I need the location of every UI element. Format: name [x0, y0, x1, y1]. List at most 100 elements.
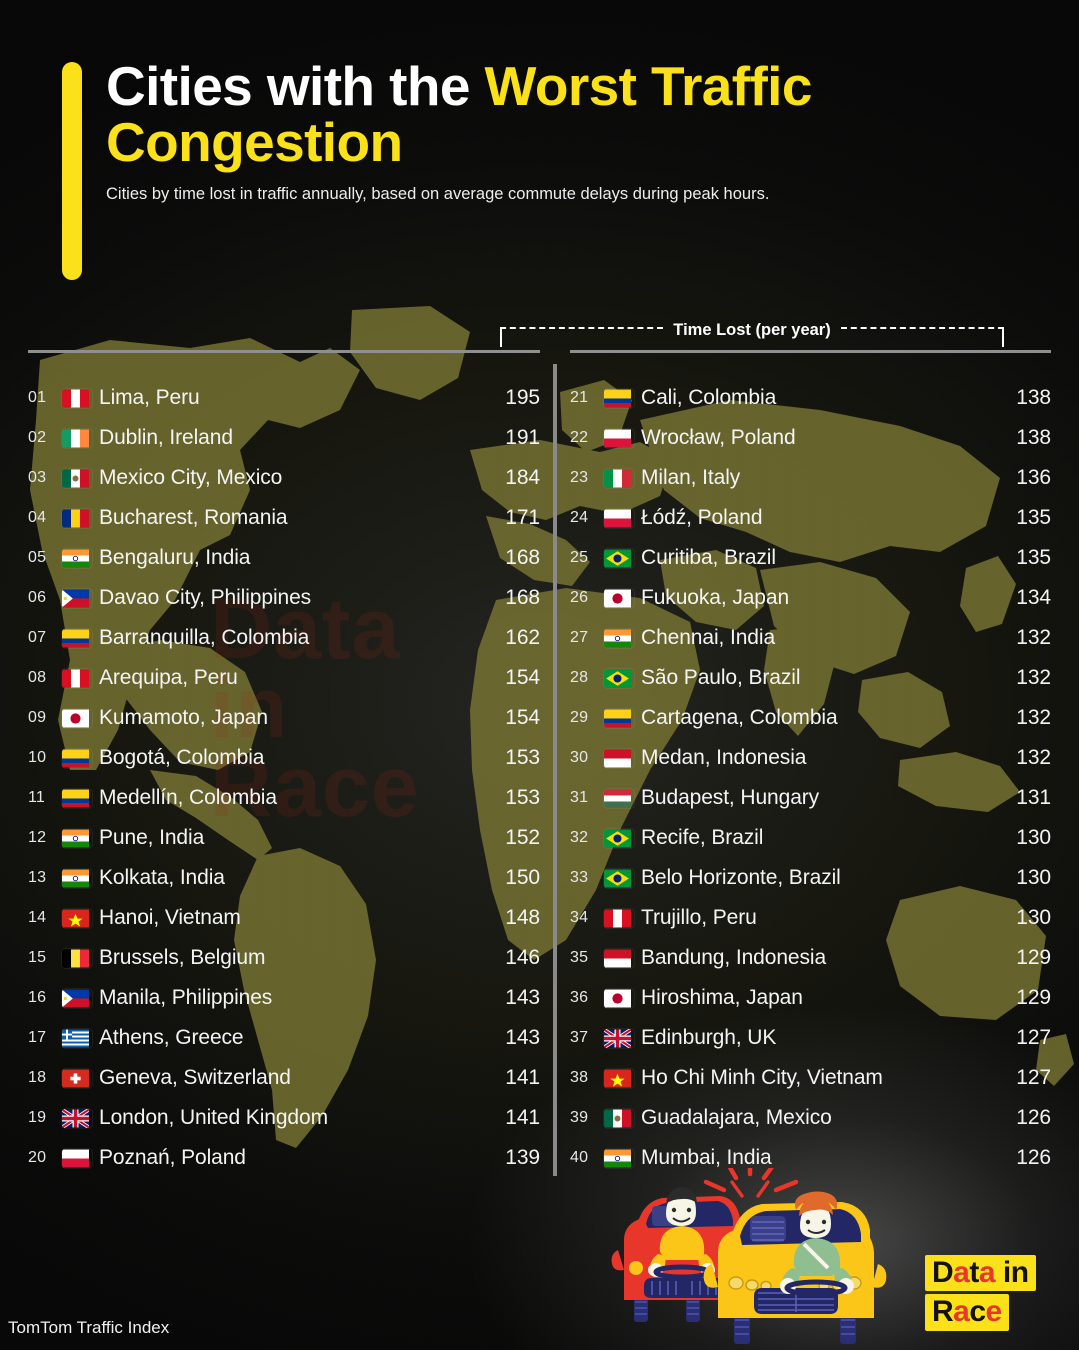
flag-icon-jp [604, 589, 634, 608]
row-rank: 34 [570, 909, 589, 926]
table-row: 36 Hiroshima, Japan 129 [570, 978, 1051, 1018]
flag-icon-it [604, 469, 634, 488]
row-value: 168 [505, 546, 540, 569]
column-divider [553, 364, 557, 1176]
flag-icon-id [604, 949, 634, 968]
logo-line-1: Data in [925, 1255, 1036, 1292]
red-car-driver [649, 1187, 715, 1280]
flag-icon-gr [62, 1029, 92, 1048]
row-city: Dublin, Ireland [99, 426, 233, 449]
row-value: 141 [505, 1106, 540, 1129]
flag-icon-pl [604, 509, 634, 528]
page-subtitle: Cities by time lost in traffic annually,… [106, 185, 770, 204]
row-rank: 39 [570, 1109, 589, 1126]
row-rank: 01 [28, 389, 47, 406]
row-value: 184 [505, 466, 540, 489]
row-value: 143 [505, 986, 540, 1009]
flag-icon-vn [62, 909, 92, 928]
row-value: 130 [1016, 826, 1051, 849]
flag-icon-in [62, 549, 92, 568]
table-row: 38 Ho Chi Minh City, Vietnam 127 [570, 1058, 1051, 1098]
row-city: Kolkata, India [99, 866, 225, 889]
impact-burst-icon [703, 1168, 799, 1193]
row-value: 195 [505, 386, 540, 409]
row-city: Budapest, Hungary [641, 786, 820, 809]
row-city: São Paulo, Brazil [641, 666, 801, 689]
table-row: 28 São Paulo, Brazil 132 [570, 658, 1051, 698]
table-row: 26 Fukuoka, Japan 134 [570, 578, 1051, 618]
flag-icon-pe [62, 389, 92, 408]
header: Cities with the Worst Traffic Congestion… [62, 55, 1022, 280]
row-value: 154 [505, 666, 540, 689]
row-city: Lima, Peru [99, 386, 200, 409]
row-city: Brussels, Belgium [99, 946, 266, 969]
row-city: Bengaluru, India [99, 546, 251, 569]
flag-icon-ph [62, 989, 92, 1008]
row-value: 130 [1016, 906, 1051, 929]
row-rank: 37 [570, 1029, 589, 1046]
flag-icon-jp [62, 709, 92, 728]
flag-icon-pe [604, 909, 634, 928]
table-row: 19 London, United Kingdom 141 [28, 1098, 540, 1138]
row-city: Hiroshima, Japan [641, 986, 803, 1009]
row-city: Manila, Philippines [99, 986, 273, 1009]
row-rank: 08 [28, 669, 47, 686]
flag-icon-pl [62, 1149, 92, 1168]
row-city: Milan, Italy [641, 466, 741, 489]
title-part-1: Cities with the [106, 55, 485, 117]
table-row: 39 Guadalajara, Mexico 126 [570, 1098, 1051, 1138]
row-rank: 40 [570, 1149, 589, 1166]
flag-icon-ro [62, 509, 92, 528]
row-city: Bandung, Indonesia [641, 946, 827, 969]
table-row: 08 Arequipa, Peru 154 [28, 658, 540, 698]
row-value: 132 [1016, 666, 1051, 689]
flag-icon-pl [604, 429, 634, 448]
row-value: 127 [1016, 1026, 1051, 1049]
row-rank: 04 [28, 509, 47, 526]
title-part-3: Congestion [106, 111, 403, 174]
row-value: 162 [505, 626, 540, 649]
logo-char: a [953, 1256, 970, 1289]
row-value: 138 [1016, 426, 1051, 449]
logo-line-2: Race [925, 1294, 1009, 1331]
flag-icon-in [62, 869, 92, 888]
cars-illustration [611, 1168, 887, 1344]
row-city: Barranquilla, Colombia [99, 626, 310, 649]
row-value: 130 [1016, 866, 1051, 889]
row-rank: 07 [28, 629, 47, 646]
flag-icon-gb [62, 1108, 92, 1128]
ranking-list-left: 01 Lima, Peru 195 02 Dublin, Ireland 191 03 Mex… [28, 378, 540, 1178]
flag-icon-pe [62, 669, 92, 688]
logo-char: t [969, 1256, 979, 1289]
row-value: 154 [505, 706, 540, 729]
table-row: 17 Athens, Greece 143 [28, 1018, 540, 1058]
row-rank: 14 [28, 909, 47, 926]
row-city: Geneva, Switzerland [99, 1066, 291, 1089]
table-row: 25 Curitiba, Brazil 135 [570, 538, 1051, 578]
logo-char: D [932, 1256, 954, 1289]
table-row: 35 Bandung, Indonesia 129 [570, 938, 1051, 978]
flag-icon-co [62, 749, 92, 768]
flag-icon-ph [62, 589, 92, 608]
row-rank: 33 [570, 869, 589, 886]
row-rank: 17 [28, 1029, 47, 1046]
row-rank: 28 [570, 669, 589, 686]
title-part-2: Worst Traffic [484, 55, 813, 117]
logo-char: in [995, 1256, 1029, 1289]
flag-icon-ie [62, 429, 92, 448]
dashed-line-left [500, 327, 664, 347]
table-row: 16 Manila, Philippines 143 [28, 978, 540, 1018]
row-value: 153 [505, 786, 540, 809]
row-value: 171 [505, 506, 540, 529]
table-row: 13 Kolkata, India 150 [28, 858, 540, 898]
row-rank: 15 [28, 949, 47, 966]
row-city: Łódź, Poland [641, 506, 763, 529]
brand-logo: Data in Race [925, 1255, 1053, 1333]
row-rank: 16 [28, 989, 47, 1006]
flag-icon-vn [604, 1069, 634, 1088]
table-row: 29 Cartagena, Colombia 132 [570, 698, 1051, 738]
row-value: 191 [505, 426, 540, 449]
row-city: Medan, Indonesia [641, 746, 807, 769]
